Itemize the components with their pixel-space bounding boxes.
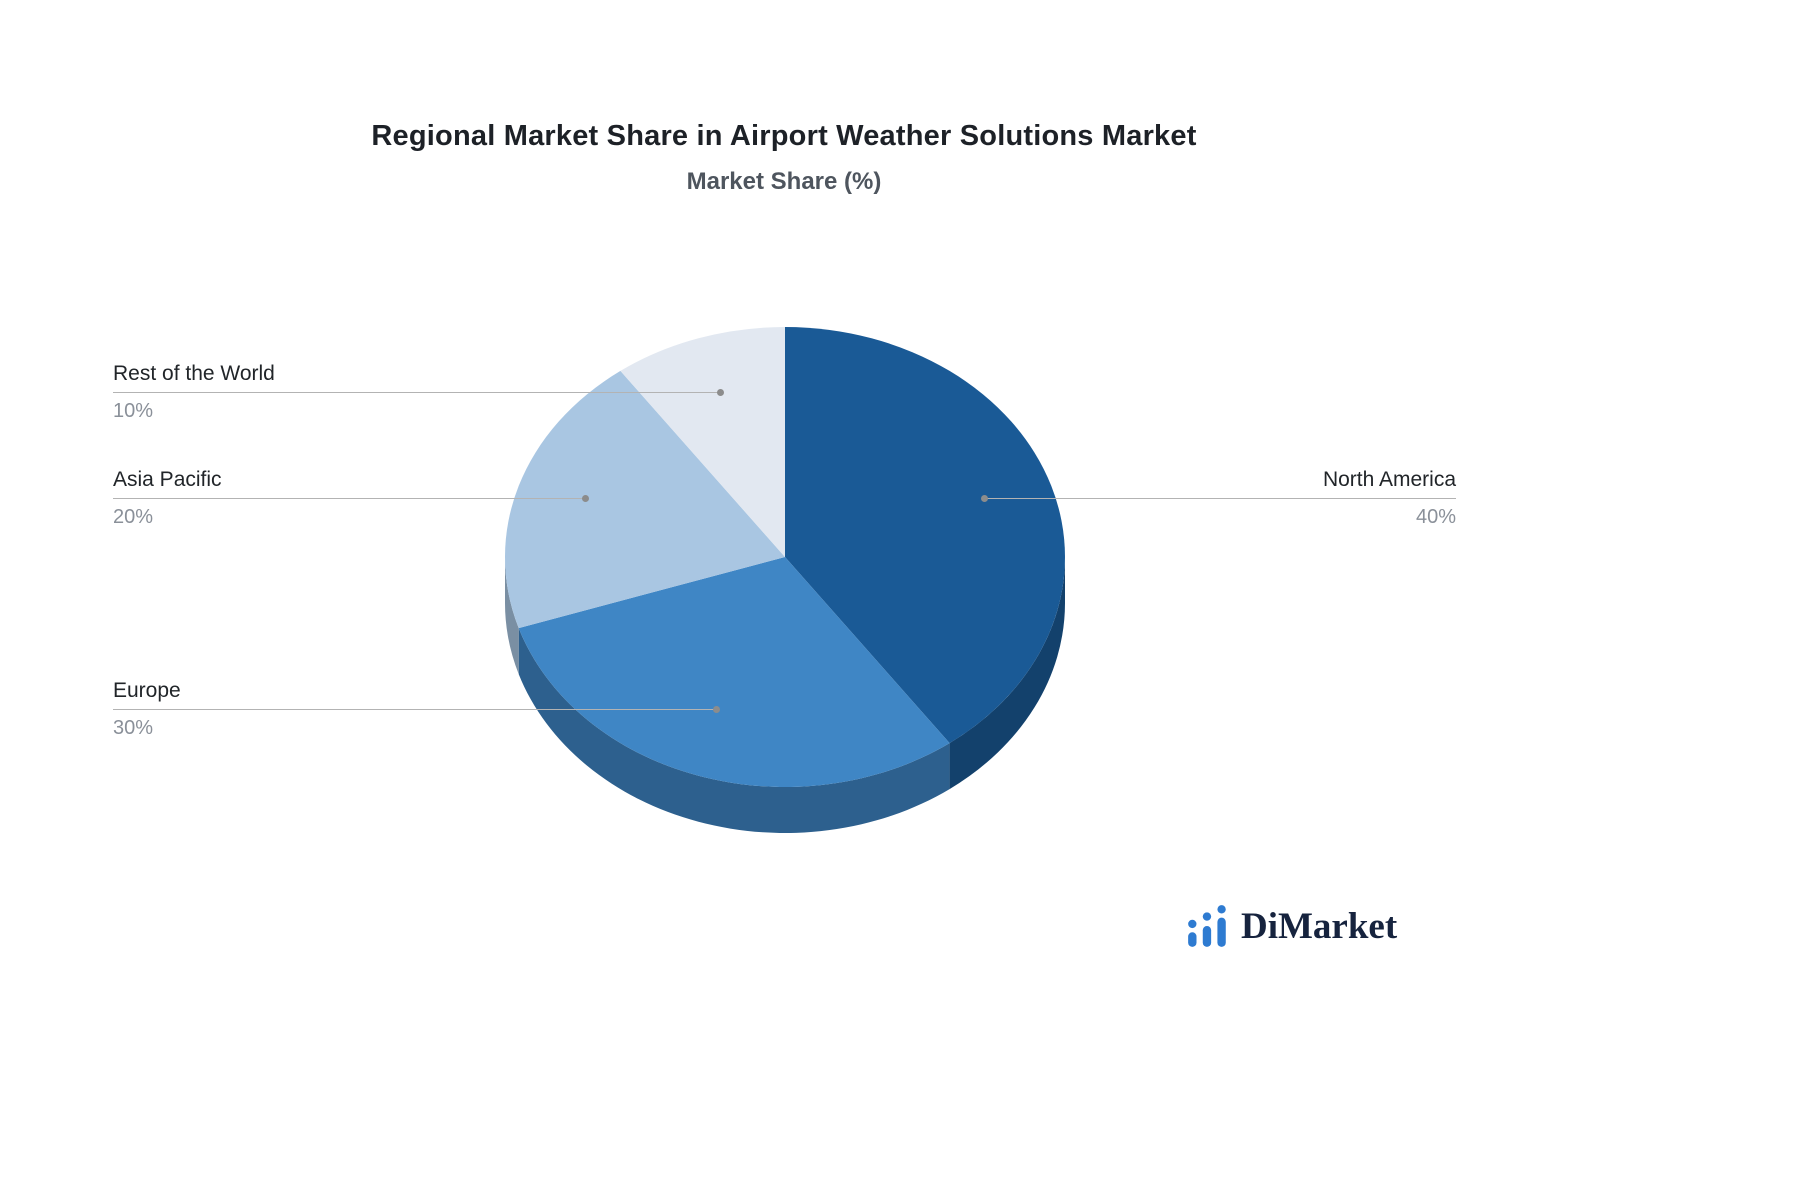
slice-label: Asia Pacific [113, 468, 222, 491]
pie-slice-europe[interactable] [518, 557, 950, 787]
leader-line [113, 495, 589, 502]
slice-label: Europe [113, 679, 181, 702]
leader-line [113, 389, 724, 396]
pie-slice-side [504, 557, 519, 675]
slice-value: 10% [113, 400, 154, 422]
chart-title: Regional Market Share in Airport Weather… [371, 120, 1197, 152]
callout-north-america: North America 40% [981, 467, 1456, 529]
bar-chart-icon [1188, 905, 1226, 947]
leader-dot [717, 389, 724, 396]
leader-dot [582, 495, 589, 502]
logo-text: DiMarket [1241, 905, 1398, 947]
callout-asia-pacific: Asia Pacific 20% [113, 467, 589, 529]
pie-slice-rest-of-the-world[interactable] [620, 327, 785, 557]
leader-line [113, 706, 720, 713]
pie-slice-north-america[interactable] [785, 327, 1065, 744]
leader-dot [981, 495, 988, 502]
chart-subtitle: Market Share (%) [686, 168, 882, 195]
leader-dot [713, 706, 720, 713]
leader-line [981, 495, 1456, 502]
pie-slice-side [949, 557, 1065, 790]
dimarket-logo: DiMarket [1186, 903, 1397, 949]
pie-slice-asia-pacific[interactable] [504, 370, 785, 629]
callout-rest-of-the-world: Rest of the World 10% [113, 361, 724, 423]
callout-europe: Europe 30% [113, 678, 720, 740]
slice-value: 30% [113, 717, 154, 739]
pie-slice-side [518, 628, 950, 833]
slice-label: Rest of the World [113, 362, 275, 385]
slice-value: 20% [113, 506, 154, 528]
slice-label: North America [1322, 468, 1456, 491]
slice-value: 40% [1415, 506, 1456, 528]
